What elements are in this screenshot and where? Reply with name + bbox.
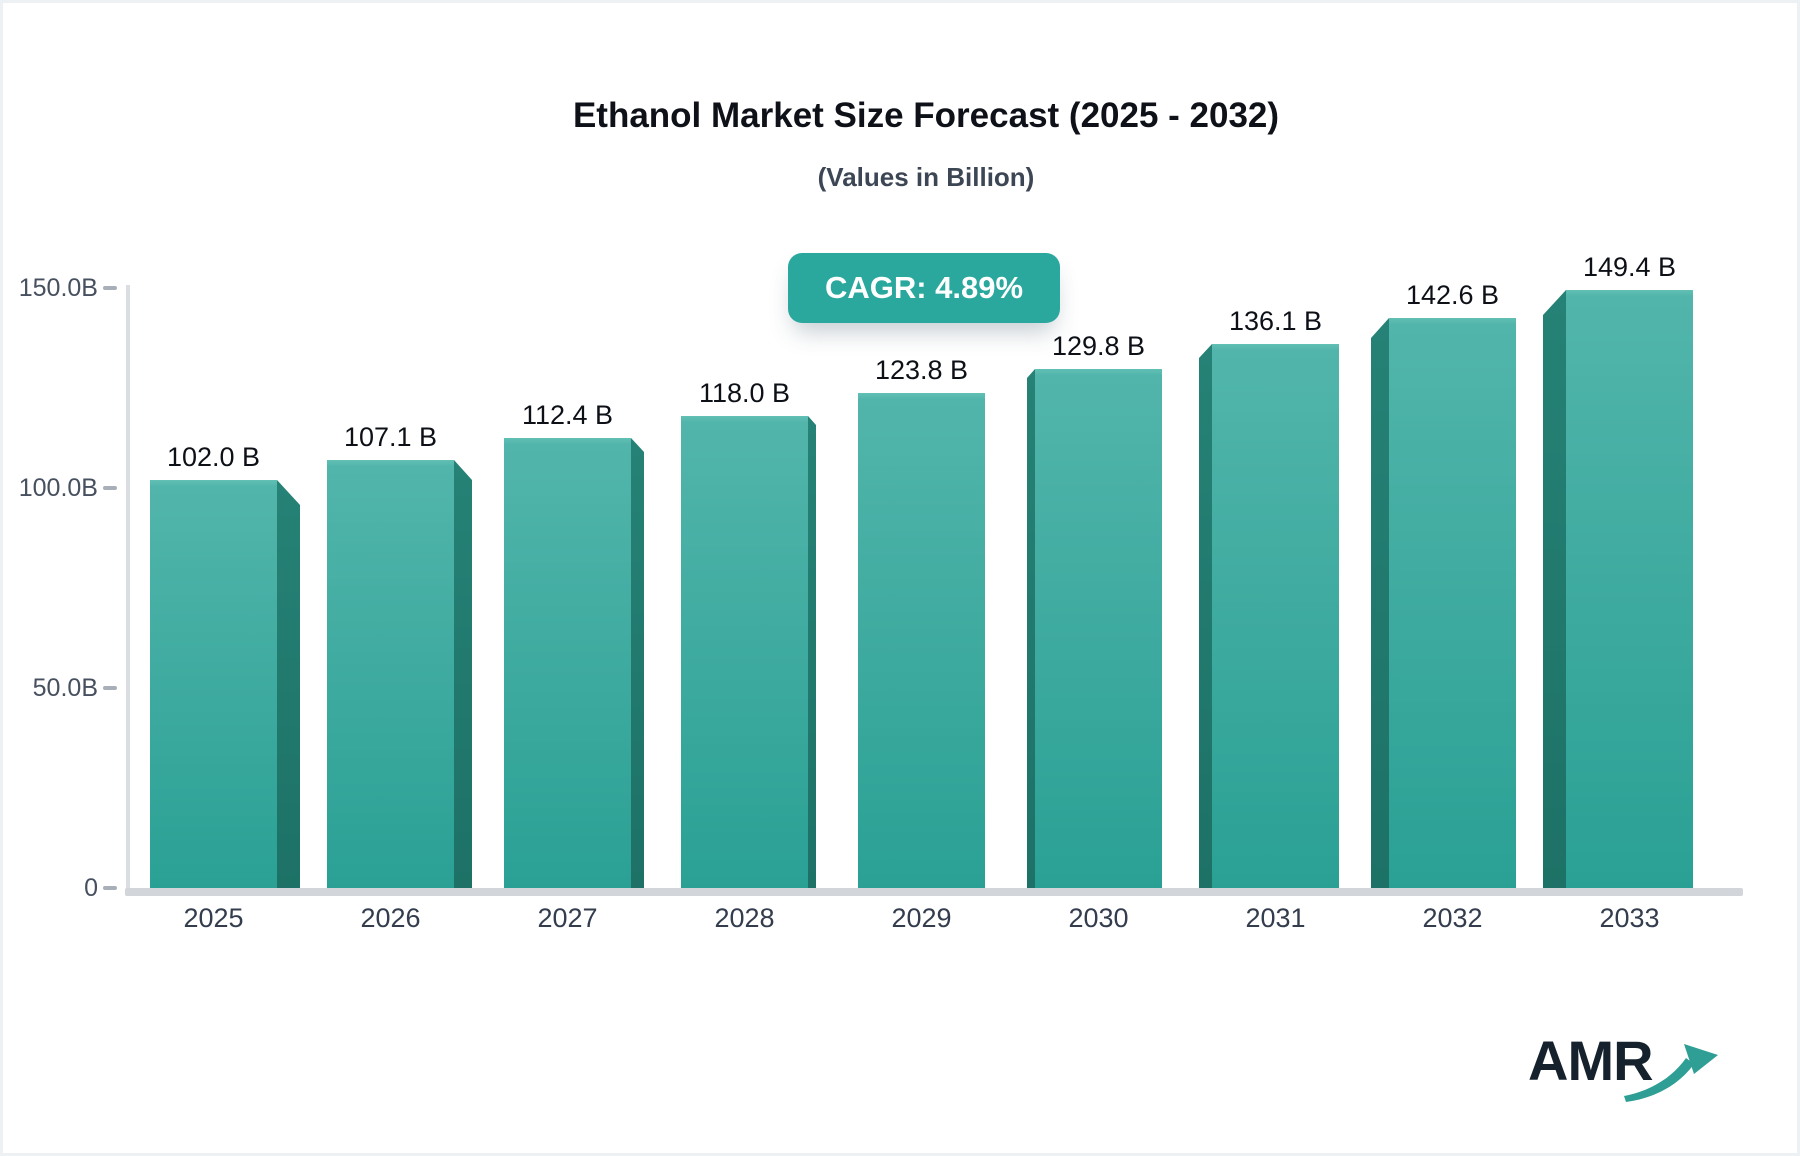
x-axis-label-2033: 2033 <box>1599 903 1660 933</box>
x-axis-label-2030: 2030 <box>1068 903 1129 933</box>
bar-3d-side-2032 <box>1371 318 1389 892</box>
bar-value-label: 149.4 B <box>1582 252 1677 282</box>
bar-2033 <box>1566 290 1693 892</box>
bar-value-label: 107.1 B <box>343 422 438 452</box>
trend-up-arrow-icon <box>1624 1044 1718 1102</box>
bar-value-label: 142.6 B <box>1405 280 1500 310</box>
bar-3d-side-2027 <box>631 438 644 892</box>
bar-2025 <box>150 480 277 892</box>
y-axis-tick <box>103 886 117 890</box>
y-axis-label: 100.0B <box>18 474 98 502</box>
bar-3d-side-2026 <box>454 460 472 892</box>
bar-3d-side-2031 <box>1199 344 1212 892</box>
bar-value-label: 129.8 B <box>1051 331 1146 361</box>
y-axis-line <box>126 285 130 896</box>
x-axis-label-2031: 2031 <box>1245 903 1306 933</box>
bar-value-label: 102.0 B <box>166 442 261 472</box>
bar-value-label: 123.8 B <box>874 355 969 385</box>
chart-title: Ethanol Market Size Forecast (2025 - 203… <box>572 96 1280 135</box>
y-axis-tick <box>103 286 117 290</box>
y-axis-label: 50.0B <box>32 674 98 702</box>
bar-2028 <box>681 416 808 892</box>
x-axis-label-2029: 2029 <box>891 903 952 933</box>
y-axis-tick <box>103 486 117 490</box>
bar-3d-side-2030 <box>1027 369 1035 892</box>
bar-2031 <box>1212 344 1339 892</box>
bar-value-label: 118.0 B <box>698 378 791 408</box>
bar-3d-side-2028 <box>808 416 816 892</box>
x-axis-baseline <box>125 888 1743 896</box>
x-axis-label-2025: 2025 <box>183 903 244 933</box>
bar-2029 <box>858 393 985 892</box>
y-axis-label: 150.0B <box>18 274 98 302</box>
bar-value-label: 112.4 B <box>521 400 614 430</box>
bar-2032 <box>1389 318 1516 892</box>
chart-subtitle: (Values in Billion) <box>817 162 1035 192</box>
amr-logo: AMR <box>1528 1028 1718 1104</box>
x-axis-label-2032: 2032 <box>1422 903 1483 933</box>
cagr-badge: CAGR: 4.89% <box>788 253 1060 323</box>
amr-logo-text: AMR <box>1528 1029 1654 1092</box>
bar-3d-side-2025 <box>277 480 300 892</box>
y-axis-tick <box>103 686 117 690</box>
bar-3d-side-2033 <box>1543 290 1566 892</box>
bar-2030 <box>1035 369 1162 892</box>
x-axis-label-2026: 2026 <box>360 903 421 933</box>
y-axis-label: 0 <box>84 874 98 902</box>
bar-2026 <box>327 460 454 892</box>
bar-2027 <box>504 438 631 892</box>
bar-value-label: 136.1 B <box>1228 306 1323 336</box>
x-axis-label-2028: 2028 <box>714 903 775 933</box>
x-axis-label-2027: 2027 <box>537 903 598 933</box>
